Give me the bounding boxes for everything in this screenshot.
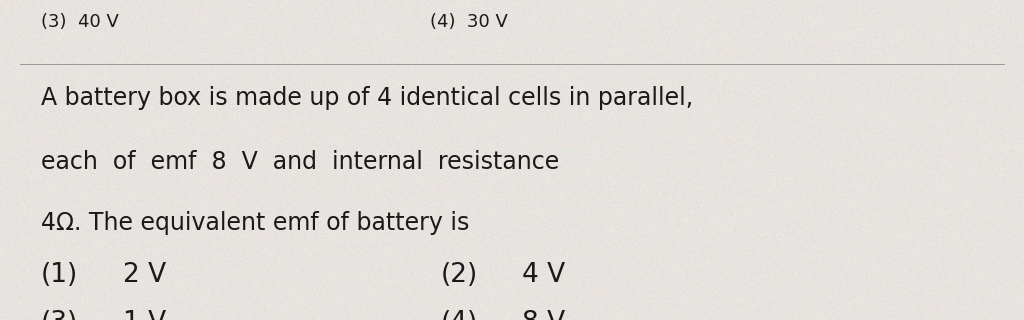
Text: (3): (3) <box>41 310 78 320</box>
Text: (3)  40 V: (3) 40 V <box>41 13 119 31</box>
Text: (4): (4) <box>440 310 477 320</box>
Text: A battery box is made up of 4 identical cells in parallel,: A battery box is made up of 4 identical … <box>41 86 693 110</box>
Text: (2): (2) <box>440 262 477 288</box>
Text: 1 V: 1 V <box>123 310 166 320</box>
Text: 2 V: 2 V <box>123 262 166 288</box>
Text: 4Ω. The equivalent emf of battery is: 4Ω. The equivalent emf of battery is <box>41 211 469 235</box>
Text: (1): (1) <box>41 262 78 288</box>
Text: each  of  emf  8  V  and  internal  resistance: each of emf 8 V and internal resistance <box>41 150 559 174</box>
Text: 8 V: 8 V <box>522 310 565 320</box>
Text: (4)  30 V: (4) 30 V <box>430 13 508 31</box>
Text: 4 V: 4 V <box>522 262 565 288</box>
